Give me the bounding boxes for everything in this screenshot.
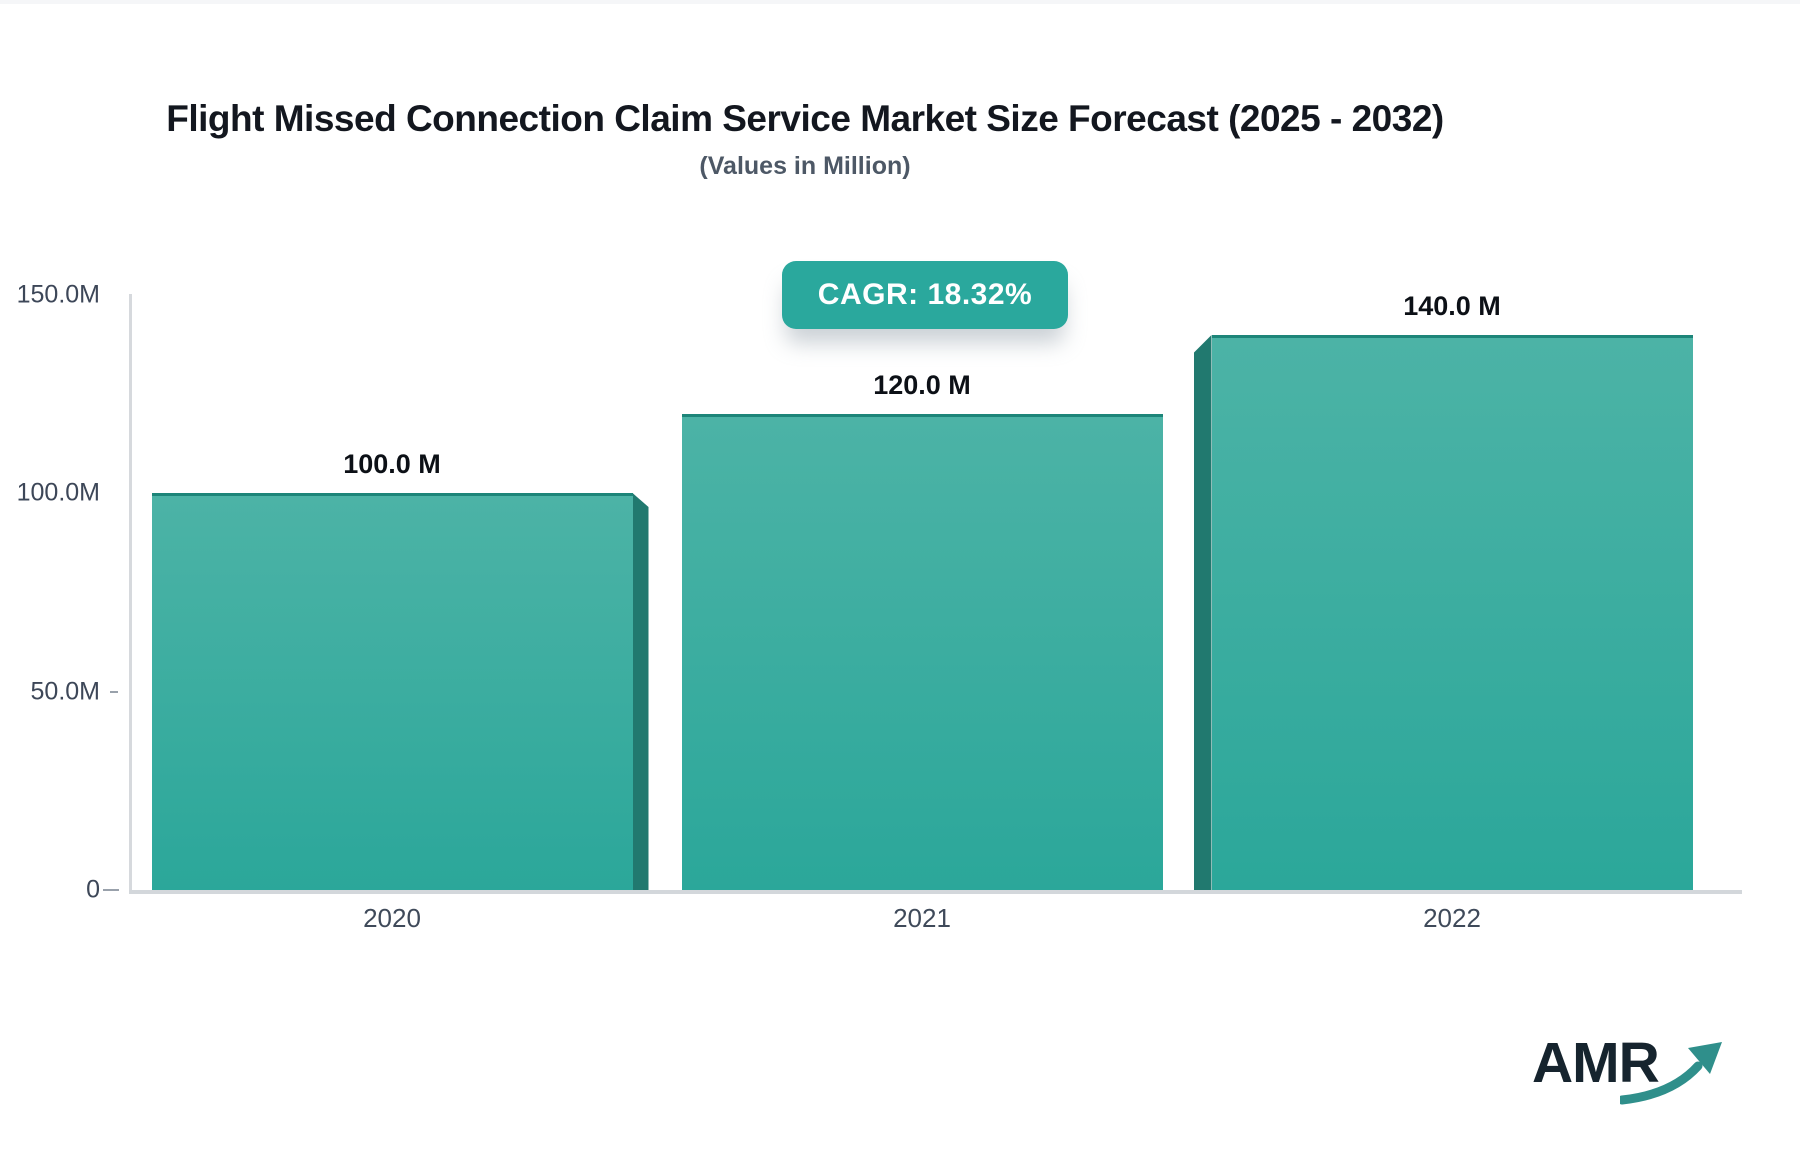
amr-logo: AMR <box>1532 1030 1722 1110</box>
bar-2020 <box>151 493 633 890</box>
chart-subtitle: (Values in Million) <box>699 152 911 180</box>
bar-2022 <box>1211 335 1693 890</box>
y-tick-mark <box>103 889 119 891</box>
y-tick-label: 150.0M <box>16 280 100 309</box>
bar-side-shadow <box>632 493 649 890</box>
bar-value-label: 120.0 M <box>873 370 971 400</box>
x-axis-line <box>129 890 1742 894</box>
y-tick-mark <box>110 690 118 693</box>
cagr-badge: CAGR: 18.32% <box>782 261 1068 329</box>
bar-2021 <box>681 414 1163 890</box>
y-tick-label: 100.0M <box>16 478 100 507</box>
cagr-badge-label: CAGR: 18.32% <box>817 278 1033 311</box>
y-tick-label: 0 <box>86 875 100 904</box>
growth-arrow-icon <box>1620 1042 1722 1105</box>
bar-side-shadow <box>1193 335 1212 890</box>
chart-title: Flight Missed Connection Claim Service M… <box>166 98 1444 139</box>
x-tick-label: 2020 <box>363 903 421 933</box>
y-axis-line <box>129 294 132 891</box>
bar-value-label: 140.0 M <box>1403 291 1501 321</box>
x-tick-label: 2021 <box>893 903 951 933</box>
bar-value-label: 100.0 M <box>343 449 441 479</box>
y-tick-label: 50.0M <box>30 677 100 706</box>
logo-text: AMR <box>1532 1031 1660 1095</box>
x-tick-label: 2022 <box>1423 903 1481 933</box>
